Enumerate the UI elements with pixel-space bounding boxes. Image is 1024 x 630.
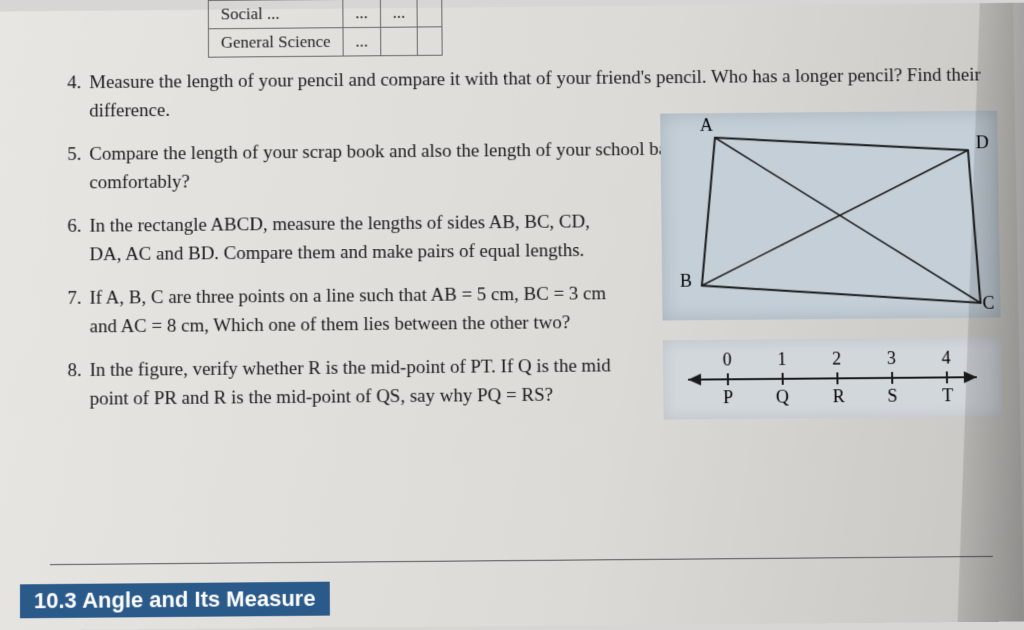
section-title: Angle and Its Measure [82, 586, 315, 613]
table-cell: ... [380, 0, 418, 27]
divider-line [50, 556, 993, 565]
table-cell: ... [343, 27, 381, 56]
subject-table: Social ... ... ... General Science ... [208, 0, 994, 58]
tick-top-2: 2 [832, 349, 841, 370]
table-cell [417, 0, 442, 27]
question-number: 7. [60, 284, 90, 342]
rectangle-svg [660, 111, 1001, 321]
tick-top-0: 0 [723, 350, 732, 371]
figures-column: A D B C 0 1 2 3 4 P Q R S [660, 111, 1012, 420]
tick-bot-s: S [887, 386, 897, 407]
question-text: In the rectangle ABCD, measure the lengt… [89, 207, 626, 270]
question-number: 8. [60, 356, 90, 415]
tick-bot-r: R [833, 386, 845, 407]
table-cell [418, 27, 443, 56]
question-text: In the figure, verify whether R is the m… [90, 351, 628, 414]
table-cell: Social ... [208, 0, 343, 29]
section-heading: 10.3 Angle and Its Measure [20, 582, 330, 619]
question-text: If A, B, C are three points on a line su… [90, 279, 627, 342]
table-cell: ... [343, 0, 381, 28]
tick-top-4: 4 [941, 348, 950, 369]
numberline-figure: 0 1 2 3 4 P Q R S T [663, 337, 1003, 419]
vertex-b-label: B [680, 271, 692, 292]
tick-top-3: 3 [887, 348, 896, 369]
tick-bot-q: Q [776, 387, 789, 408]
rectangle-figure: A D B C [660, 111, 1001, 321]
tick-bot-t: T [942, 385, 953, 406]
section-number: 10.3 [34, 588, 77, 613]
tick-top-1: 1 [777, 349, 786, 370]
tick-bot-p: P [723, 387, 733, 408]
table-cell [380, 27, 418, 56]
question-number: 5. [60, 140, 90, 198]
textbook-page: Social ... ... ... General Science ... 4… [0, 3, 1024, 630]
question-number: 6. [60, 212, 90, 270]
vertex-a-label: A [700, 115, 713, 136]
question-number: 4. [60, 69, 90, 127]
table-cell: General Science [208, 28, 343, 58]
